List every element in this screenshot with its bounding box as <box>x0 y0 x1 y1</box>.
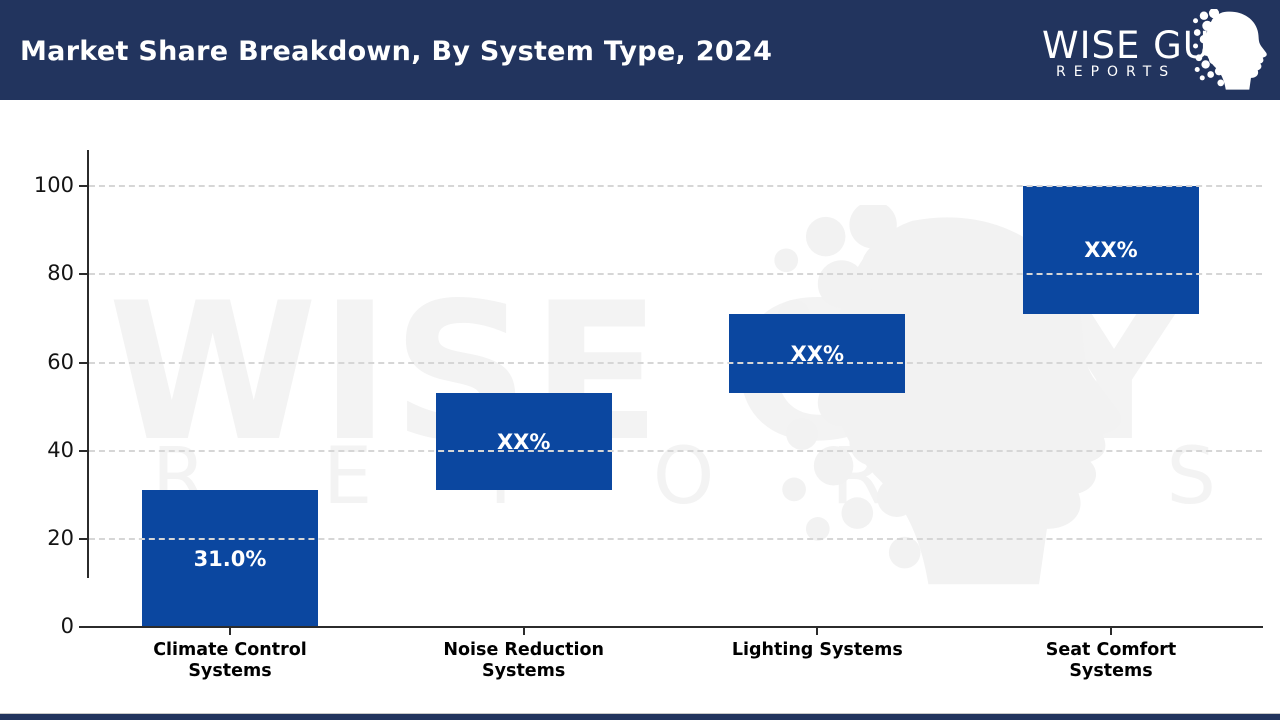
x-tick-mark <box>522 628 525 635</box>
bar: XX% <box>1023 186 1199 315</box>
y-axis-line <box>87 150 89 578</box>
y-tick-label: 80 <box>47 261 74 286</box>
grid-line <box>89 537 1262 540</box>
footer-band <box>0 713 1280 720</box>
y-tick-mark <box>79 273 87 276</box>
grid-line <box>89 361 1262 364</box>
x-tick-label: Lighting Systems <box>731 640 903 660</box>
grid-line <box>89 273 1262 276</box>
grid-line <box>89 185 1262 188</box>
bar-value-label: XX% <box>1084 238 1138 263</box>
header-band: Market Share Breakdown, By System Type, … <box>0 0 1280 100</box>
x-axis-line <box>87 626 1263 628</box>
page-title: Market Share Breakdown, By System Type, … <box>20 36 773 67</box>
y-tick-mark <box>79 449 87 452</box>
logo-wordmark: WISE GUY <box>1042 24 1235 67</box>
y-tick-mark <box>79 361 87 364</box>
plot-area: 0 20 40 60 80 100 31.0% Climate Control Systems… <box>0 100 1280 713</box>
x-tick-mark <box>1110 628 1112 635</box>
bar: 31.0% <box>142 490 318 627</box>
bar: XX% <box>435 393 612 491</box>
logo-subtext: REPORTS <box>1056 64 1177 80</box>
y-tick-mark <box>79 185 87 188</box>
x-tick-label: Climate Control Systems <box>153 640 307 682</box>
x-tick-label: Noise Reduction Systems <box>443 640 604 682</box>
y-tick-label: 60 <box>47 349 74 374</box>
y-tick-mark <box>79 537 87 540</box>
bar: XX% <box>729 314 906 394</box>
y-tick-label: 20 <box>47 525 74 550</box>
x-tick-mark <box>816 628 819 635</box>
bar-value-label: 31.0% <box>193 546 267 571</box>
y-tick-label: 100 <box>33 173 74 198</box>
x-tick-label: Seat Comfort Systems <box>1045 640 1177 682</box>
y-tick-label: 0 <box>60 614 74 638</box>
logo-face-icon <box>1193 9 1267 90</box>
x-tick-mark <box>229 628 231 635</box>
y-tick-mark <box>79 626 87 628</box>
grid-line <box>89 449 1262 452</box>
y-tick-label: 40 <box>47 437 74 462</box>
